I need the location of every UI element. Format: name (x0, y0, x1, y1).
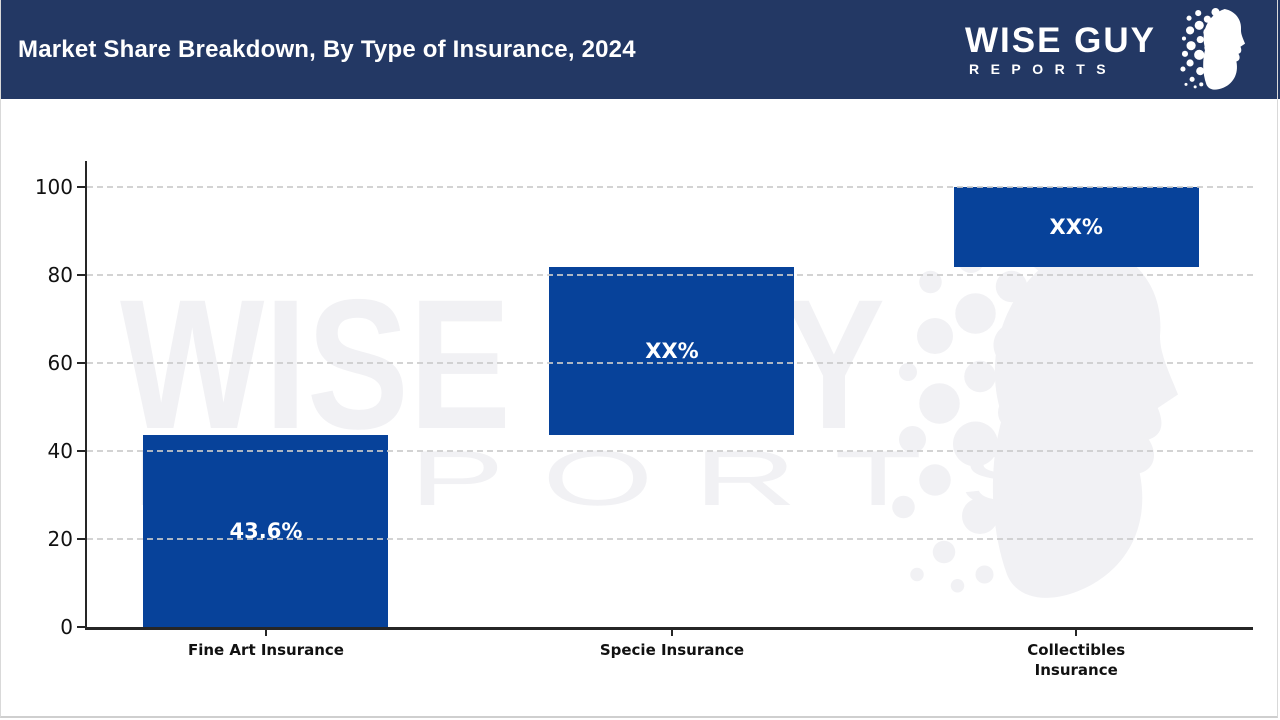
y-tick-mark (77, 274, 86, 276)
bar-2: XX% (549, 267, 795, 436)
gridline-80 (87, 274, 1253, 276)
x-category-label: Fine Art Insurance (187, 641, 344, 659)
y-tick-label: 100 (34, 175, 73, 199)
y-tick-label: 60 (47, 351, 73, 375)
bar-1: 43.6% (143, 435, 389, 627)
y-tick-label: 80 (47, 263, 73, 287)
gridline-40 (87, 450, 1253, 452)
brand-logo: WISE GUY REPORTS (965, 4, 1270, 96)
y-tick-mark (77, 362, 86, 364)
y-tick-mark (77, 186, 86, 188)
x-tick-mark (670, 627, 673, 636)
bar-value-label: XX% (1049, 215, 1103, 240)
y-tick-mark (77, 538, 86, 540)
brand-wordmark: WISE GUY REPORTS (965, 23, 1156, 77)
page-title: Market Share Breakdown, By Type of Insur… (18, 35, 636, 63)
watermark-head-icon (892, 237, 1178, 598)
y-axis-line (85, 161, 87, 629)
x-tick-mark (264, 627, 267, 636)
x-category-label: Collectibles Insurance (1027, 641, 1126, 680)
bar-value-label: XX% (645, 339, 699, 364)
y-tick-mark (77, 450, 86, 452)
gridline-100 (87, 186, 1253, 188)
header-bar: Market Share Breakdown, By Type of Insur… (0, 0, 1280, 99)
gridline-60 (87, 362, 1253, 364)
chart-area: WISE GUY R E P O R T S 0 20 40 60 80 100 43.6%… (0, 99, 1280, 720)
y-tick-label: 0 (60, 615, 73, 639)
y-tick-label: 20 (47, 527, 73, 551)
brand-subtitle: REPORTS (968, 60, 1118, 77)
y-tick-mark (77, 626, 86, 628)
brand-name: WISE GUY (964, 20, 1156, 60)
gridline-20 (87, 538, 1253, 540)
x-axis-line (85, 627, 1253, 630)
x-category-label: Specie Insurance (599, 641, 745, 659)
x-tick-mark (1075, 627, 1078, 636)
y-tick-label: 40 (47, 439, 73, 463)
bar-3: XX% (953, 187, 1199, 268)
